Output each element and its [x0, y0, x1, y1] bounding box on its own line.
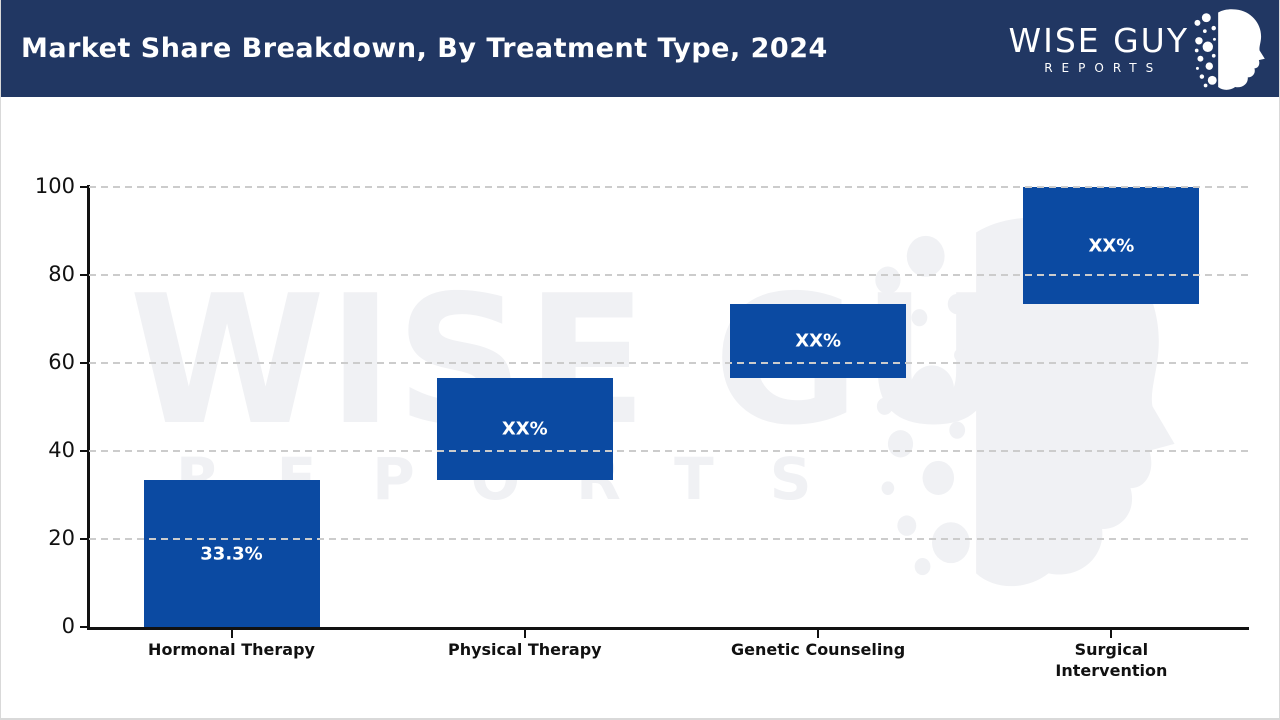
y-tick-mark: [80, 186, 89, 188]
y-tick-mark: [80, 538, 89, 540]
gridline: [89, 362, 1249, 364]
y-tick-mark: [80, 450, 89, 452]
x-tick-mark: [1110, 630, 1113, 638]
y-tick-label: 100: [34, 174, 75, 198]
y-tick-label: 80: [48, 262, 75, 286]
y-tick-mark: [80, 362, 89, 364]
bar: [1023, 187, 1200, 305]
gridline: [89, 274, 1249, 276]
x-tick-label: Genetic Counseling: [731, 640, 906, 659]
y-tick-label: 20: [48, 526, 75, 550]
watermark-wordmark: WISE GUY: [129, 257, 1139, 464]
bar: [143, 480, 320, 627]
y-axis-line: [87, 185, 90, 630]
bar-value-label: XX%: [501, 418, 548, 440]
x-tick-mark: [523, 630, 526, 638]
logo-reports-text: REPORTS: [1044, 61, 1163, 75]
bar-value-label: XX%: [795, 330, 841, 352]
bar: [436, 377, 613, 481]
gridline: [89, 186, 1249, 188]
logo-wordmark: WISE GUY REPORTS: [1008, 21, 1189, 76]
bar-value-label: 33.3%: [200, 543, 263, 565]
y-tick-label: 60: [48, 350, 75, 374]
header-bar: Market Share Breakdown, By Treatment Typ…: [1, 0, 1279, 97]
y-tick-label: 40: [48, 438, 75, 462]
x-tick-mark: [817, 630, 820, 638]
bar-value-label: XX%: [1088, 235, 1135, 257]
y-tick-label: 0: [61, 614, 75, 638]
logo-face-icon: [1194, 9, 1265, 90]
gridline: [89, 538, 1249, 540]
x-tick-label: Surgical Intervention: [1055, 640, 1168, 680]
x-tick-label: Physical Therapy: [447, 640, 602, 659]
x-axis-line: [87, 627, 1249, 630]
logo-wise-guy-text: WISE GUY: [1008, 21, 1189, 60]
y-tick-mark: [80, 274, 89, 276]
bar: [730, 304, 907, 378]
y-tick-mark: [80, 626, 89, 628]
page-title: Market Share Breakdown, By Treatment Typ…: [21, 33, 828, 64]
wise-guy-reports-logo: WISE GUY REPORTS: [1008, 8, 1267, 90]
x-tick-label: Hormonal Therapy: [148, 640, 315, 659]
x-tick-mark: [230, 630, 233, 638]
gridline: [89, 450, 1249, 452]
